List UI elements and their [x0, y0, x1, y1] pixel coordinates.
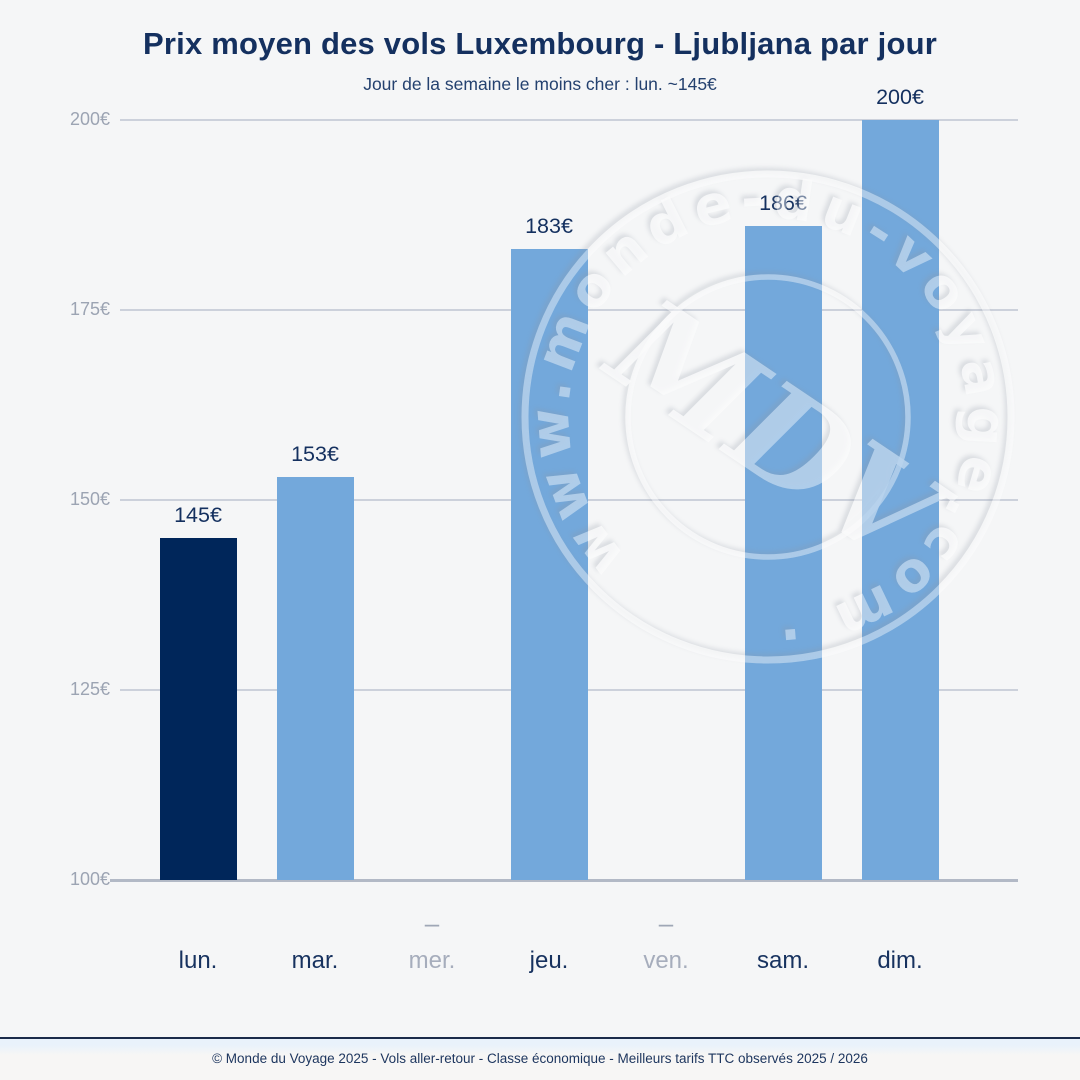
gridline — [120, 119, 1018, 121]
x-axis-label-jeu: jeu. — [529, 947, 569, 974]
bar-lun — [159, 538, 237, 880]
x-axis-label-lun: lun. — [178, 947, 218, 974]
bar-mar — [276, 477, 354, 880]
bar-dim — [861, 120, 939, 880]
x-axis-label-mer: mer. — [408, 947, 456, 974]
y-tick-label: 200€ — [69, 109, 110, 129]
bar-value-label: 183€ — [525, 214, 573, 239]
plot-area: 100€ 125€ 150€ 175€ 200€ 145€ lun. 153€ mar. – mer… — [70, 85, 1018, 974]
gridline — [110, 879, 1018, 882]
y-tick-label: 125€ — [69, 679, 110, 699]
bar-jeu — [510, 249, 588, 880]
x-axis-label-ven: ven. — [643, 947, 689, 974]
bar-value-label: 200€ — [876, 85, 924, 109]
footer-bar: © Monde du Voyage 2025 - Vols aller-reto… — [0, 1037, 1080, 1080]
chart-title: Prix moyen des vols Luxembourg - Ljublja… — [143, 26, 937, 61]
y-tick-label: 150€ — [69, 489, 110, 509]
x-axis-label-mar: mar. — [291, 947, 339, 974]
no-data-dash: – — [658, 908, 674, 938]
x-axis-label-sam: sam. — [756, 947, 809, 974]
bar-value-label: 186€ — [759, 191, 807, 216]
footer-copyright-text: © Monde du Voyage 2025 - Vols aller-reto… — [212, 1051, 868, 1066]
bar-value-label: 153€ — [291, 442, 339, 467]
chart-subtitle: Jour de la semaine le moins cher : lun. … — [363, 74, 717, 94]
no-data-dash: – — [424, 908, 440, 938]
bar-value-label: 145€ — [174, 503, 222, 527]
x-axis-label-dim: dim. — [877, 947, 923, 974]
y-tick-label: 175€ — [69, 299, 110, 319]
y-tick-label: 100€ — [69, 869, 110, 889]
bar-sam — [744, 226, 822, 880]
